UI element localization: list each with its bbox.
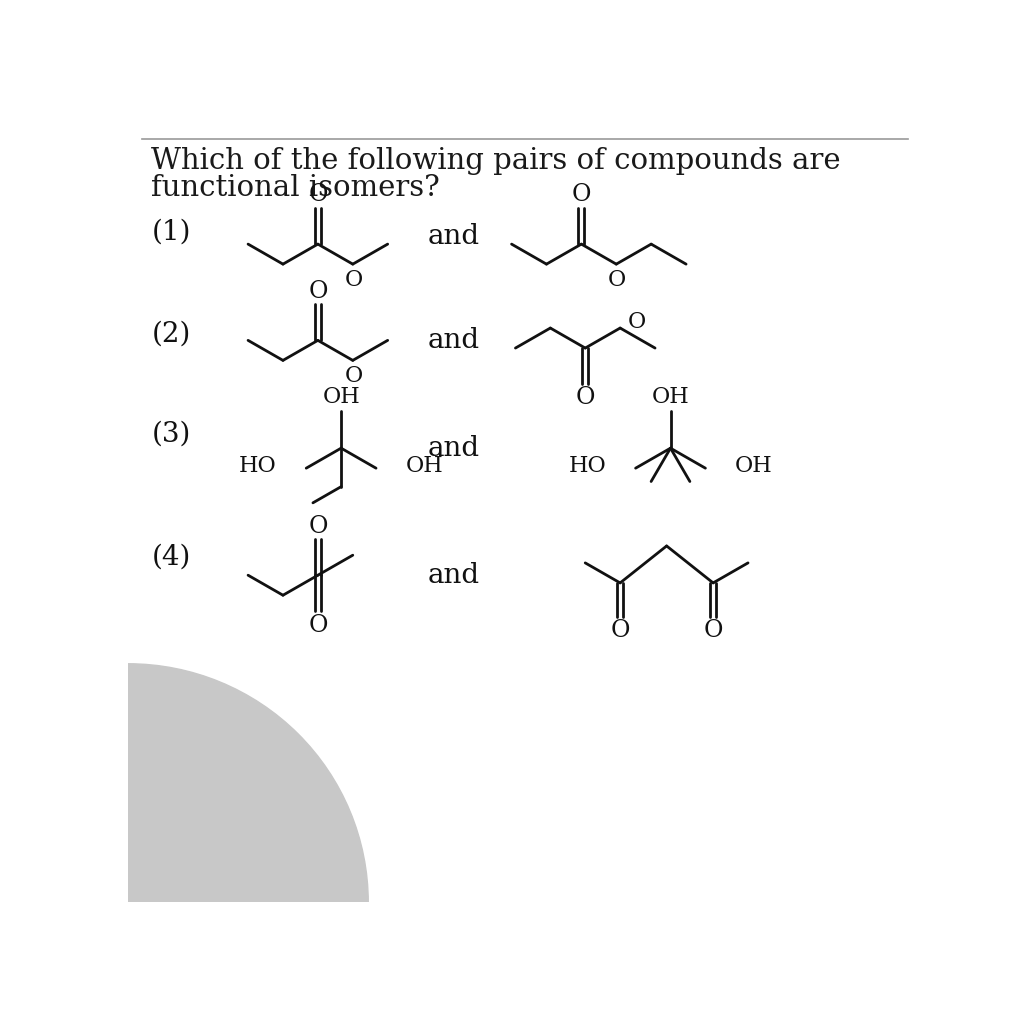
Text: O: O: [345, 365, 364, 386]
Wedge shape: [128, 664, 369, 902]
Text: O: O: [308, 184, 328, 207]
Text: OH: OH: [651, 385, 689, 408]
Text: O: O: [610, 620, 630, 642]
Text: O: O: [608, 269, 626, 291]
Text: O: O: [308, 613, 328, 637]
Text: O: O: [308, 280, 328, 303]
Text: (1): (1): [152, 219, 190, 246]
Text: O: O: [703, 620, 723, 642]
Text: O: O: [308, 514, 328, 537]
Text: OH: OH: [406, 455, 443, 477]
Text: (2): (2): [152, 320, 190, 348]
Text: HO: HO: [568, 455, 606, 477]
Text: O: O: [345, 269, 364, 291]
Text: O: O: [628, 311, 645, 333]
Text: Which of the following pairs of compounds are: Which of the following pairs of compound…: [152, 147, 841, 175]
Text: and: and: [427, 435, 479, 461]
Text: functional isomers?: functional isomers?: [152, 173, 440, 202]
Text: (3): (3): [152, 421, 190, 448]
Text: (4): (4): [152, 544, 190, 571]
Text: HO: HO: [239, 455, 276, 477]
Text: OH: OH: [323, 385, 360, 408]
Text: and: and: [427, 327, 479, 354]
Text: O: O: [575, 386, 595, 410]
Text: and: and: [427, 562, 479, 589]
Text: O: O: [571, 184, 591, 207]
Text: and: and: [427, 223, 479, 249]
Text: OH: OH: [735, 455, 772, 477]
